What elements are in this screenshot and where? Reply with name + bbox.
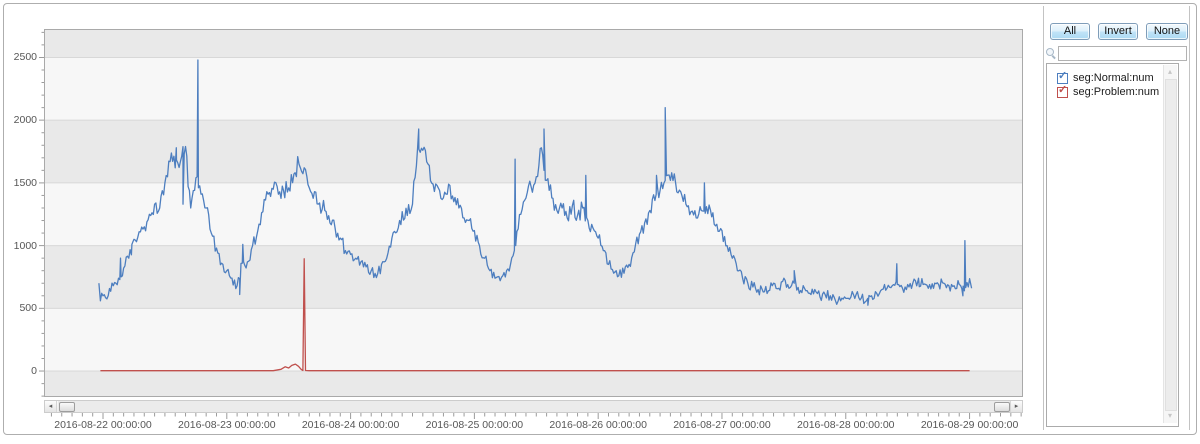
series-listbox[interactable]: ✓ seg:Normal:num ✓ seg:Problem:num ▴ ▾ bbox=[1046, 63, 1179, 427]
chart-horizontal-scrollbar[interactable]: ◂ ▸ bbox=[44, 400, 1023, 413]
scrollbar-thumb[interactable] bbox=[58, 401, 1011, 412]
search-icon bbox=[1046, 48, 1057, 59]
series-lines bbox=[98, 59, 973, 372]
series-label: seg:Normal:num bbox=[1073, 72, 1154, 84]
x-axis-label: 2016-08-29 00:00:00 bbox=[920, 419, 1019, 431]
y-axis-label: 1000 bbox=[13, 239, 37, 252]
y-axis-label: 500 bbox=[19, 302, 37, 315]
x-axis-label: 2016-08-28 00:00:00 bbox=[797, 419, 895, 431]
scroll-up-icon[interactable]: ▴ bbox=[1167, 67, 1172, 76]
x-axis-label: 2016-08-26 00:00:00 bbox=[549, 419, 647, 431]
y-axis-label: 2000 bbox=[13, 114, 37, 127]
select-none-button[interactable]: None bbox=[1146, 23, 1188, 40]
legend-item[interactable]: ✓ seg:Normal:num bbox=[1057, 69, 1154, 85]
y-axis-ticks bbox=[39, 31, 44, 397]
x-axis-label: 2016-08-24 00:00:00 bbox=[301, 419, 400, 431]
listbox-vertical-scrollbar[interactable]: ▴ ▾ bbox=[1163, 65, 1177, 423]
x-axis-label: 2016-08-27 00:00:00 bbox=[673, 419, 771, 431]
x-axis-label: 2016-08-23 00:00:00 bbox=[178, 419, 276, 431]
legend-item[interactable]: ✓ seg:Problem:num bbox=[1057, 83, 1160, 99]
select-all-button[interactable]: All bbox=[1050, 23, 1090, 40]
invert-selection-button[interactable]: Invert bbox=[1098, 23, 1138, 40]
x-axis-label: 2016-08-22 00:00:00 bbox=[54, 419, 152, 431]
series-label: seg:Problem:num bbox=[1073, 86, 1160, 98]
scroll-right-icon[interactable]: ▸ bbox=[1010, 401, 1022, 412]
plot-border bbox=[44, 29, 1023, 397]
legend-panel: All Invert None ✓ seg:Normal:num ✓ seg:Prob… bbox=[1043, 6, 1190, 430]
normal-series-line bbox=[98, 59, 973, 306]
y-axis-label: 0 bbox=[31, 365, 37, 378]
app-window: 0 500 1000 1500 2000 2500 2016-08-22 00:00:00… bbox=[3, 3, 1197, 435]
x-axis-label: 2016-08-25 00:00:00 bbox=[425, 419, 524, 431]
check-icon: ✓ bbox=[1058, 69, 1068, 82]
listbox-scrollbar-thumb[interactable] bbox=[1165, 79, 1177, 411]
scroll-left-icon[interactable]: ◂ bbox=[45, 401, 57, 412]
x-axis-ticks bbox=[50, 413, 1022, 419]
series-checkbox[interactable]: ✓ bbox=[1057, 83, 1068, 98]
scroll-down-icon[interactable]: ▾ bbox=[1167, 411, 1172, 420]
plot-bands bbox=[44, 29, 1023, 397]
series-filter-row bbox=[1044, 46, 1189, 62]
chart-panel[interactable]: 0 500 1000 1500 2000 2500 2016-08-22 00:00:00… bbox=[4, 4, 1041, 432]
timeseries-plot bbox=[39, 29, 1023, 419]
problem-series-line bbox=[100, 258, 970, 372]
series-checkbox[interactable]: ✓ bbox=[1057, 69, 1068, 84]
check-icon: ✓ bbox=[1058, 83, 1068, 96]
series-filter-input[interactable] bbox=[1058, 46, 1187, 61]
scrollbar-resize-grip-left[interactable] bbox=[59, 402, 75, 412]
y-axis-label: 2500 bbox=[13, 51, 37, 64]
scrollbar-resize-grip-right[interactable] bbox=[994, 402, 1010, 412]
y-axis-label: 1500 bbox=[13, 176, 37, 189]
